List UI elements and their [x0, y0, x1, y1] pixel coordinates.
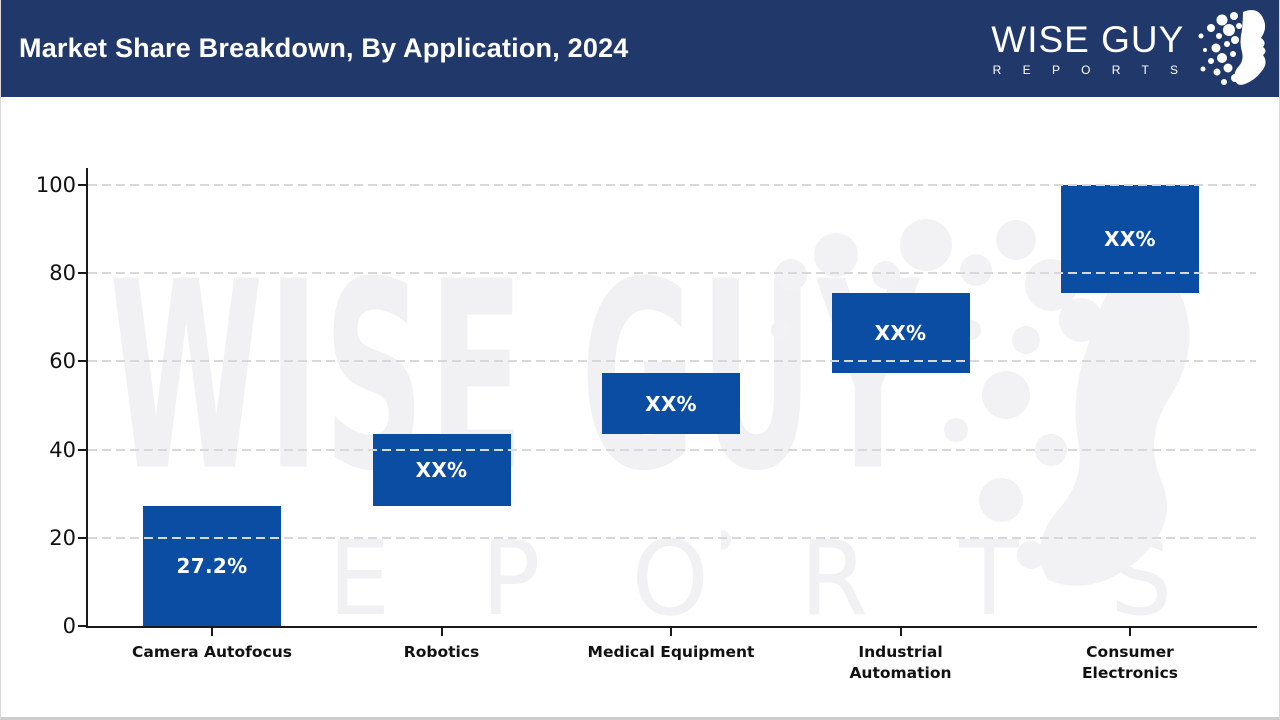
x-tick-mark — [440, 628, 443, 636]
y-axis-line — [86, 168, 88, 628]
bar-value-label: XX% — [1104, 227, 1156, 252]
waterfall-bar: 27.2% — [143, 506, 281, 626]
x-category-label: Camera Autofocus — [132, 643, 292, 661]
y-tick-label: 60 — [49, 349, 76, 374]
gridline — [88, 184, 1256, 186]
logo-text: WISE GUY R E P O R T S — [989, 21, 1187, 77]
x-category-label: Industrial Automation — [849, 643, 952, 682]
x-category-label: Medical Equipment — [587, 643, 755, 661]
watermark-text-wiseguy: WISE GUY — [109, 227, 923, 530]
x-category-label: Consumer Electronics — [1081, 643, 1179, 682]
bar-value-label: XX% — [874, 321, 927, 346]
x-axis-line — [86, 626, 1257, 628]
chart-title: Market Share Breakdown, By Application, … — [19, 33, 629, 63]
gridline — [88, 272, 1256, 275]
logo-subtext: R E P O R T S — [992, 62, 1187, 77]
wiseguy-logo: WISE GUY R E P O R T S — [989, 6, 1279, 92]
waterfall-bar: XX% — [372, 434, 511, 507]
bar-value-label: XX% — [645, 391, 697, 416]
waterfall-bar: XX% — [831, 293, 970, 374]
y-tick-mark — [78, 448, 87, 451]
y-tick-mark — [78, 625, 87, 627]
y-tick-label: 100 — [35, 173, 76, 197]
y-tick-mark — [78, 272, 87, 275]
y-tick-label: 20 — [49, 525, 76, 550]
x-tick-mark — [899, 628, 902, 636]
bar-value-label: 27.2% — [176, 554, 248, 579]
watermark-text-reports: R E P O R T S — [169, 519, 1203, 640]
waterfall-bar: XX% — [1061, 185, 1199, 294]
gridline — [88, 448, 1256, 451]
logo-face-icon — [1198, 9, 1266, 85]
gridline — [88, 536, 1256, 539]
bar-value-label: XX% — [415, 458, 468, 483]
x-tick-mark — [670, 628, 672, 636]
x-category-label: Robotics — [403, 643, 480, 661]
y-tick-label: 0 — [62, 614, 76, 638]
gridline — [88, 360, 1256, 363]
y-tick-label: 80 — [49, 261, 76, 286]
x-tick-mark — [211, 628, 213, 636]
y-tick-mark — [78, 536, 87, 539]
x-tick-mark — [1129, 628, 1131, 636]
logo-wordmark: WISE GUY — [991, 18, 1185, 60]
header-bar: Market Share Breakdown, By Application, … — [1, 0, 1279, 97]
waterfall-bar: XX% — [602, 373, 740, 435]
y-tick-label: 40 — [49, 437, 76, 462]
y-tick-mark — [78, 184, 87, 186]
y-tick-mark — [78, 360, 87, 363]
plot-area: 0 20 40 60 80 100 27.2% Camera Autofocus XX% Robo… — [1, 97, 1279, 717]
